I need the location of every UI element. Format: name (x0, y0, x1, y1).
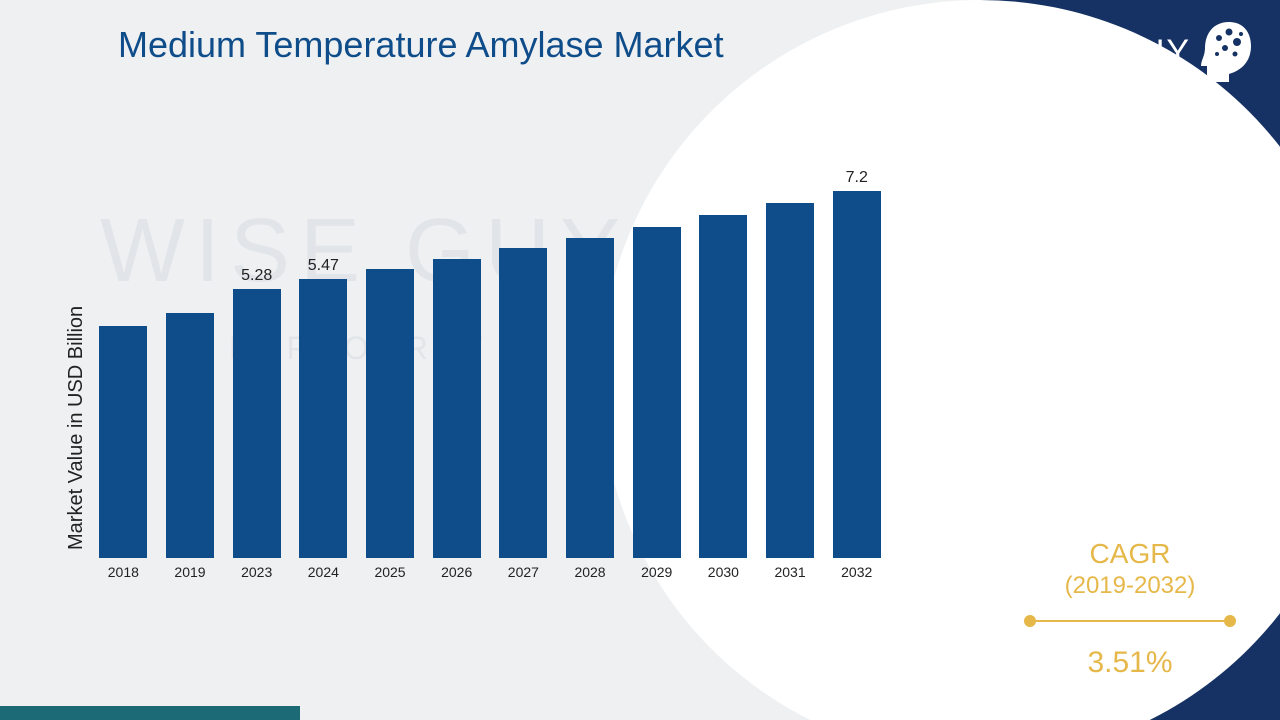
x-tick-label: 2026 (423, 564, 490, 580)
bar (366, 269, 414, 558)
x-tick-label: 2028 (557, 564, 624, 580)
bar (233, 289, 281, 558)
bar (833, 191, 881, 558)
logo-text-1: WISE GUY (1005, 33, 1191, 72)
logo-line1: WISE GUY (1000, 20, 1260, 84)
x-tick-label: 2025 (357, 564, 424, 580)
bar-slot (757, 150, 824, 558)
bar-slot (423, 150, 490, 558)
bar-slot: 7.2 (823, 150, 890, 558)
bar-slot (557, 150, 624, 558)
x-tick-label: 2032 (823, 564, 890, 580)
bar (499, 248, 547, 558)
bar-slot (690, 150, 757, 558)
bar-slot (623, 150, 690, 558)
bar (566, 238, 614, 558)
x-tick-label: 2023 (223, 564, 290, 580)
cagr-value: 3.51% (1010, 646, 1250, 680)
bar (633, 227, 681, 559)
bar (766, 203, 814, 558)
bar-value-label: 7.2 (846, 169, 868, 187)
bar-slot: 5.28 (223, 150, 290, 558)
bar (166, 313, 214, 558)
bar (433, 259, 481, 558)
bars-container: 5.28 5.47 7.2 (90, 150, 890, 558)
x-tick-label: 2029 (623, 564, 690, 580)
report-canvas: WISE GUY REPORTS Medium Temperature Amyl… (0, 0, 1280, 720)
bar-slot: 5.47 (290, 150, 357, 558)
bar-value-label: 5.28 (241, 267, 272, 285)
x-axis-labels: 2018201920232024202520262027202820292030… (90, 564, 890, 580)
cagr-range: (2019-2032) (1010, 572, 1250, 600)
x-tick-label: 2031 (757, 564, 824, 580)
cagr-divider (1030, 620, 1230, 622)
footer-accent-bar (0, 706, 300, 720)
bar-value-label: 5.47 (308, 257, 339, 275)
bar-slot (90, 150, 157, 558)
head-icon (1199, 20, 1255, 84)
brand-logo: WISE GUY REPORTS (1000, 20, 1260, 98)
bar-slot (157, 150, 224, 558)
bar-chart: 5.28 5.47 7.2 2018201920232024202520262027… (90, 150, 890, 580)
cagr-label: CAGR (1010, 538, 1250, 570)
bar (299, 279, 347, 558)
x-tick-label: 2018 (90, 564, 157, 580)
x-tick-label: 2027 (490, 564, 557, 580)
chart-title: Medium Temperature Amylase Market (118, 24, 724, 66)
cagr-box: CAGR (2019-2032) 3.51% (1010, 538, 1250, 680)
bar-slot (490, 150, 557, 558)
y-axis-label: Market Value in USD Billion (65, 306, 88, 550)
bar (99, 326, 147, 558)
x-tick-label: 2024 (290, 564, 357, 580)
x-tick-label: 2030 (690, 564, 757, 580)
logo-line2: REPORTS (1000, 82, 1260, 98)
bar (699, 215, 747, 558)
bar-slot (357, 150, 424, 558)
x-tick-label: 2019 (157, 564, 224, 580)
